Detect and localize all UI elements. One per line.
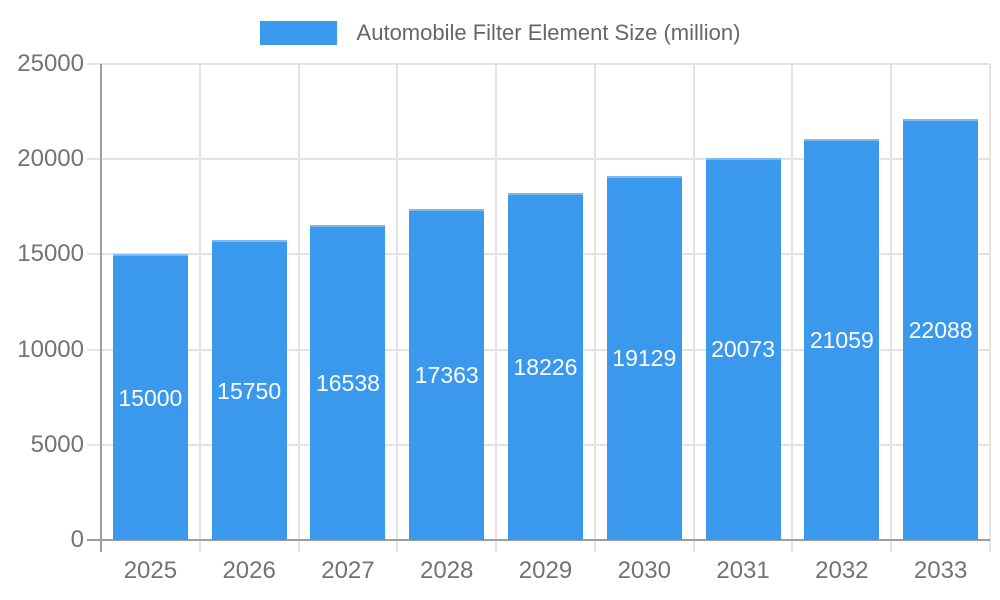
bar[interactable]: 15000 bbox=[112, 254, 188, 540]
x-tick-label: 2029 bbox=[518, 557, 573, 584]
y-grid-line bbox=[87, 63, 990, 65]
x-grid-line bbox=[989, 64, 991, 552]
x-tick-label: 2026 bbox=[222, 557, 276, 584]
bar[interactable]: 18226 bbox=[508, 192, 583, 540]
bar-value-label: 15750 bbox=[217, 377, 282, 404]
x-tick-label: 2025 bbox=[123, 557, 178, 584]
x-grid-line bbox=[198, 64, 201, 552]
legend-label: Automobile Filter Element Size (million) bbox=[356, 20, 741, 45]
x-tick-label: 2032 bbox=[815, 557, 869, 584]
x-grid-line bbox=[692, 64, 695, 552]
bar[interactable]: 15750 bbox=[211, 240, 287, 540]
bar-value-label: 18226 bbox=[513, 353, 578, 380]
bar-value-label: 22088 bbox=[908, 317, 973, 344]
x-tick-label: 2030 bbox=[617, 557, 671, 584]
x-grid-line bbox=[396, 64, 399, 552]
x-tick-label: 2031 bbox=[716, 557, 770, 584]
bar-value-label: 16538 bbox=[315, 370, 380, 397]
y-tick-label: 15000 bbox=[17, 240, 84, 268]
y-grid-line bbox=[87, 158, 990, 161]
x-grid-line bbox=[890, 64, 893, 552]
bar-value-label: 20073 bbox=[711, 336, 776, 363]
bar[interactable]: 17363 bbox=[409, 209, 485, 540]
bar[interactable]: 21059 bbox=[804, 139, 880, 540]
legend-swatch-icon bbox=[259, 21, 337, 45]
y-tick-label: 10000 bbox=[17, 335, 84, 363]
bar-value-label: 19129 bbox=[612, 345, 677, 372]
bar[interactable]: 20073 bbox=[705, 157, 781, 540]
bar[interactable]: 22088 bbox=[903, 119, 979, 540]
bar-value-label: 17363 bbox=[414, 362, 479, 389]
bar[interactable]: 16538 bbox=[310, 225, 386, 540]
x-axis-line bbox=[87, 539, 990, 541]
bar-value-label: 21059 bbox=[809, 327, 874, 353]
x-tick-label: 2027 bbox=[321, 557, 375, 584]
bar-value-label: 15000 bbox=[118, 384, 183, 411]
x-grid-line bbox=[791, 64, 794, 552]
x-grid-line bbox=[297, 64, 300, 552]
y-tick-label: 0 bbox=[70, 526, 84, 553]
bar[interactable]: 19129 bbox=[606, 175, 682, 540]
legend-item[interactable]: Automobile Filter Element Size (million) bbox=[0, 18, 1000, 48]
y-axis-line bbox=[100, 64, 102, 552]
y-tick-label: 5000 bbox=[30, 430, 84, 458]
y-tick-label: 20000 bbox=[17, 145, 84, 173]
x-grid-line bbox=[495, 64, 498, 552]
x-tick-label: 2028 bbox=[420, 557, 474, 584]
y-tick-label: 25000 bbox=[17, 50, 84, 77]
x-tick-label: 2033 bbox=[913, 557, 968, 584]
x-grid-line bbox=[593, 64, 596, 552]
